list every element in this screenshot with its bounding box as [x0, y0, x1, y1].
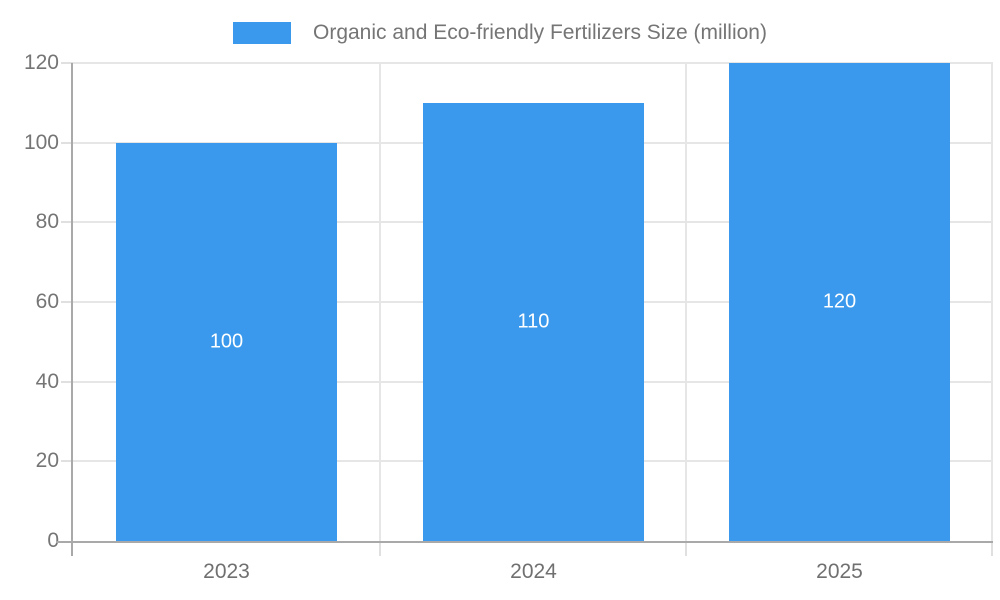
x-axis-tickmark — [379, 541, 381, 556]
bar-value-label: 110 — [517, 310, 550, 333]
plot-area: 0 20 40 60 80 100 120 100 2023 110 2024 120 2025 — [24, 51, 993, 583]
gridline-vertical — [991, 63, 993, 541]
y-axis-tickmark — [61, 221, 73, 224]
y-axis-tickmark — [61, 62, 73, 64]
bar-value-label: 100 — [209, 330, 244, 353]
x-axis-line — [56, 541, 993, 543]
bar-2025[interactable]: 120 — [729, 63, 950, 541]
bar-2024[interactable]: 110 — [423, 103, 644, 541]
bar-value-label: 120 — [822, 290, 857, 313]
x-axis-label: 2024 — [510, 560, 557, 583]
y-axis-tickmark — [61, 460, 73, 463]
y-axis-label: 80 — [35, 210, 59, 234]
y-axis-tickmark — [61, 301, 73, 303]
gridline-horizontal — [73, 62, 993, 64]
bar-2023[interactable]: 100 — [116, 143, 337, 541]
x-axis-tickmark — [991, 541, 993, 556]
y-axis-label: 120 — [23, 51, 59, 74]
legend-label: Organic and Eco-friendly Fertilizers Siz… — [313, 21, 767, 44]
y-axis-label: 20 — [35, 449, 59, 473]
x-axis-label: 2025 — [816, 560, 863, 583]
y-axis-tickmark — [61, 380, 73, 383]
y-axis-label: 60 — [35, 290, 59, 313]
y-axis-label: 100 — [23, 130, 59, 154]
x-axis-label: 2023 — [203, 560, 250, 583]
y-axis-label: 40 — [35, 369, 59, 393]
y-axis-label: 0 — [47, 529, 59, 552]
chart-legend[interactable]: Organic and Eco-friendly Fertilizers Siz… — [0, 21, 1000, 45]
gridline-vertical — [379, 63, 381, 541]
y-axis-line — [71, 63, 73, 556]
legend-swatch-icon — [233, 22, 291, 44]
y-axis-tickmark — [61, 141, 73, 144]
gridline-vertical — [685, 63, 687, 541]
x-axis-tickmark — [685, 541, 687, 556]
